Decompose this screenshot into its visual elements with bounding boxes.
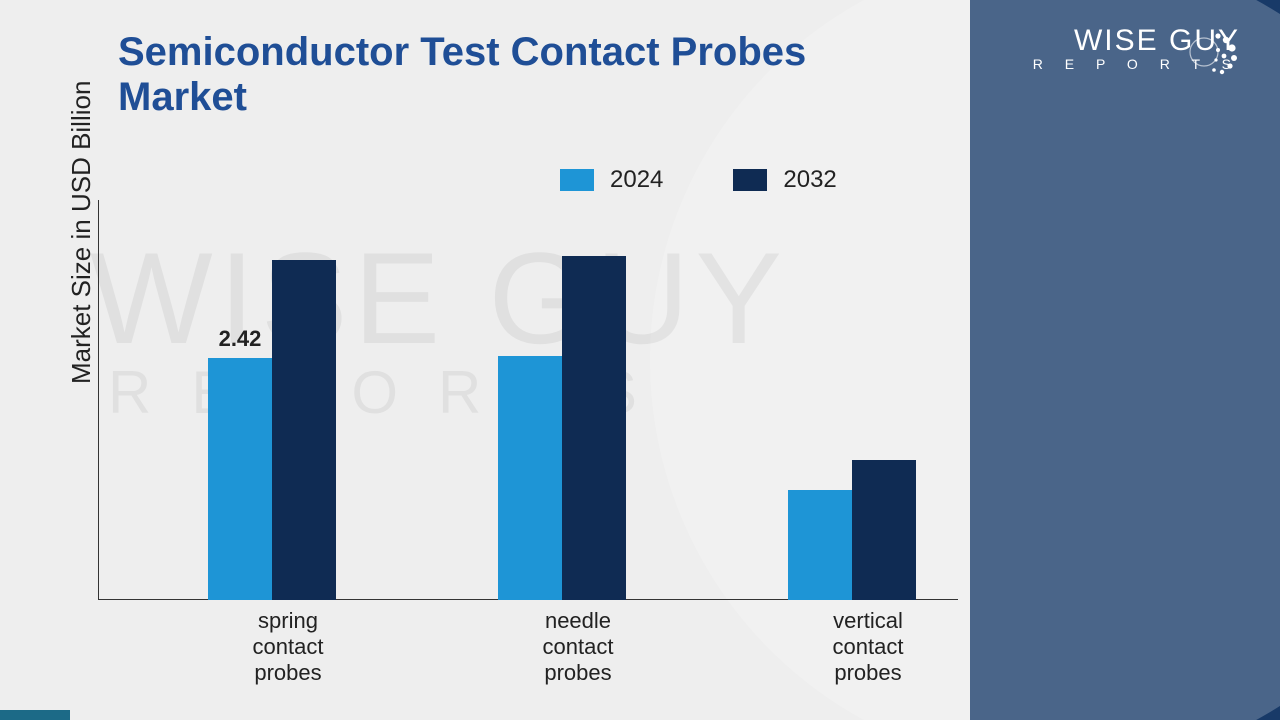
x-axis-labels: springcontactprobes needlecontactprobes ve… xyxy=(98,600,958,700)
y-axis xyxy=(98,200,99,600)
legend-item-2032: 2032 xyxy=(733,166,836,194)
bar-2032 xyxy=(562,256,626,600)
bar-2024 xyxy=(208,358,272,600)
category-label: verticalcontactprobes xyxy=(788,608,948,686)
category-label: needlecontactprobes xyxy=(498,608,658,686)
chart-canvas: WISE GUY REPORTS Semiconductor Test Cont… xyxy=(0,0,1280,720)
legend-swatch-2032 xyxy=(733,169,767,191)
legend-item-2024: 2024 xyxy=(560,166,663,194)
bar-2024 xyxy=(498,356,562,600)
bar-2032 xyxy=(272,260,336,600)
y-axis-label: Market Size in USD Billion xyxy=(66,81,97,384)
category-label: springcontactprobes xyxy=(208,608,368,686)
brand-logo: WISE GUY R E P O R T S xyxy=(1000,24,1240,72)
bar-value-label: 2.42 xyxy=(208,326,272,352)
bar-2032 xyxy=(852,460,916,600)
legend-label-2024: 2024 xyxy=(610,166,663,194)
legend-swatch-2024 xyxy=(560,169,594,191)
legend-label-2032: 2032 xyxy=(783,166,836,194)
bottom-accent-bar xyxy=(0,710,70,720)
chart-area: 2.42 xyxy=(98,200,958,600)
legend: 2024 2032 xyxy=(560,166,837,194)
logo-head-icon xyxy=(1188,26,1244,82)
bar-2024 xyxy=(788,490,852,600)
chart-title: Semiconductor Test Contact Probes Market xyxy=(118,30,858,120)
